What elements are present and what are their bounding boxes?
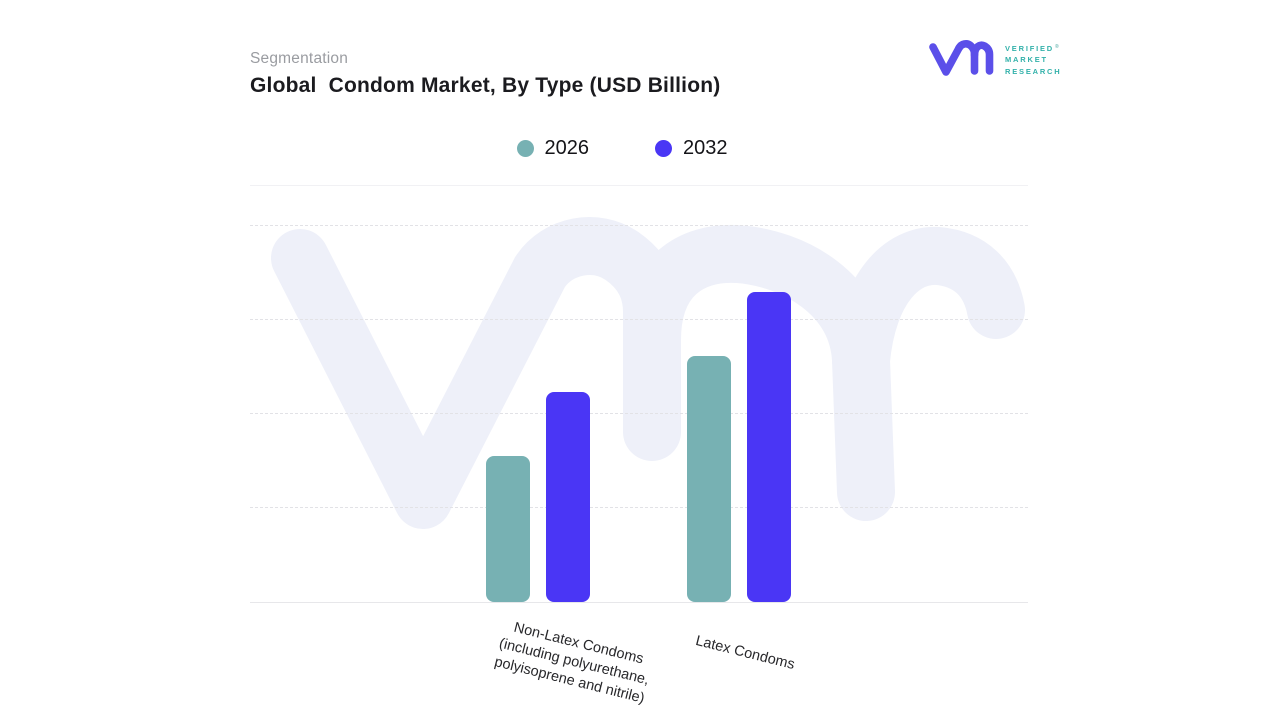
brand-line-research: RESEARCH — [1005, 66, 1062, 76]
bar-latex-condoms-2026[interactable] — [687, 355, 731, 602]
plot-area — [250, 185, 1028, 603]
gridline — [250, 225, 1028, 227]
gridline — [250, 507, 1028, 509]
chart-subtitle: Segmentation — [250, 50, 349, 67]
legend-item-2032[interactable]: 2032 — [655, 137, 728, 160]
legend-label-2032: 2032 — [683, 136, 728, 159]
chart-title: Global Condom Market, By Type (USD Billi… — [250, 74, 721, 97]
gridline — [250, 319, 1028, 321]
brand-wordmark: VERIFIED® MARKET RESEARCH — [1005, 43, 1062, 77]
brand-logo: VERIFIED® MARKET RESEARCH — [928, 38, 1062, 82]
vmr-logo-icon — [929, 40, 994, 76]
bar-non-latex-condoms-2032[interactable] — [546, 391, 590, 602]
brand-line-market: MARKET — [1005, 55, 1048, 65]
brand-line-verified: VERIFIED — [1005, 44, 1054, 54]
gridline — [250, 413, 1028, 415]
bar-latex-condoms-2032[interactable] — [747, 292, 791, 602]
legend-label-2026: 2026 — [544, 136, 590, 159]
legend-dot-2032 — [655, 139, 672, 157]
x-axis-label-latex-condoms: Latex Condoms — [693, 632, 797, 674]
bar-non-latex-condoms-2026[interactable] — [486, 456, 530, 602]
legend-item-2026[interactable]: 2026 — [516, 136, 590, 160]
chart-legend: 2026 2032 — [250, 131, 1028, 165]
x-axis-label-non-latex-condoms: Non-Latex Condoms (including polyurethan… — [492, 619, 651, 707]
legend-dot-2026 — [516, 139, 534, 157]
legend-divider — [250, 185, 1028, 186]
vmr-watermark-icon — [271, 217, 1025, 529]
registered-trademark: ® — [1055, 43, 1059, 50]
